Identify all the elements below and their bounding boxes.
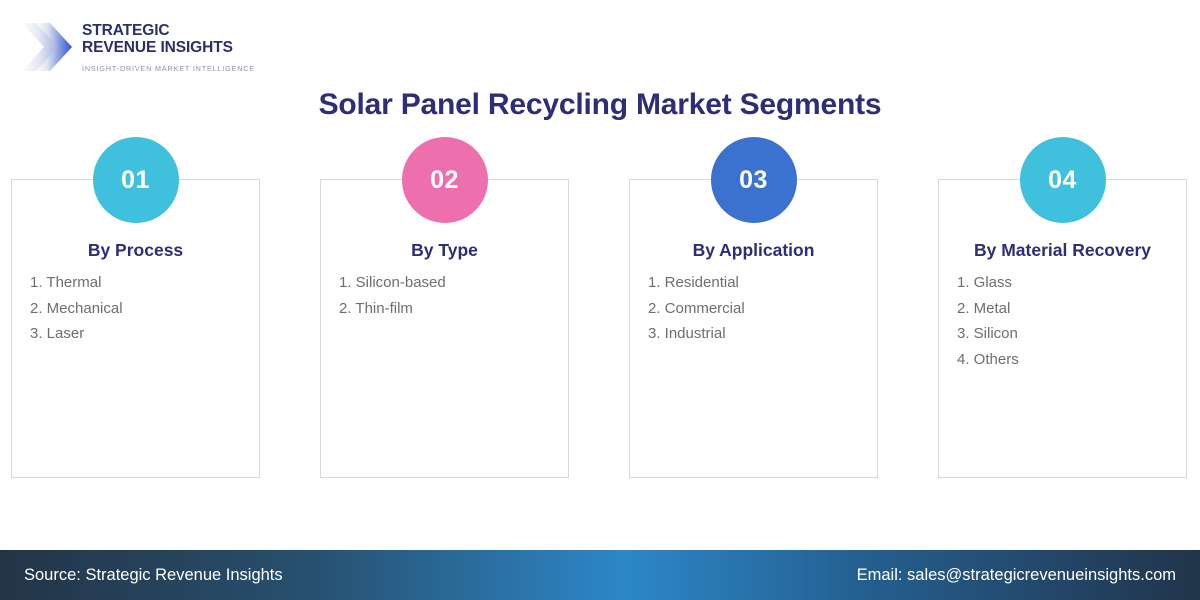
card-heading-4: By Material Recovery (973, 240, 1152, 260)
segment-card-1: 01 By Process 1. Thermal 2. Mechanical 3… (11, 137, 260, 478)
footer-source: Source: Strategic Revenue Insights (24, 565, 283, 584)
page-title: Solar Panel Recycling Market Segments (318, 88, 882, 121)
card-heading-2: By Type (411, 240, 478, 260)
list-item: 2. Mechanical (30, 299, 123, 317)
list-item: 2. Commercial (648, 299, 745, 317)
list-item: 3. Silicon (957, 325, 1018, 342)
brand-logo: STRATEGIC REVENUE INSIGHTS INSIGHT-DRIVE… (20, 18, 255, 76)
list-item: 4. Others (957, 350, 1019, 368)
list-item: 1. Silicon-based (339, 274, 446, 291)
segment-cards: 01 By Process 1. Thermal 2. Mechanical 3… (11, 137, 1190, 479)
segment-card-2: 02 By Type 1. Silicon-based 2. Thin-film (320, 137, 569, 478)
list-item: 2. Metal (957, 299, 1011, 317)
list-item: 3. Laser (30, 325, 85, 342)
brand-name: STRATEGIC REVENUE INSIGHTS (82, 22, 233, 57)
brand-tagline: INSIGHT-DRIVEN MARKET INTELLIGENCE (82, 63, 255, 73)
list-item: 3. Industrial (648, 325, 726, 342)
card-list-2: 1. Silicon-based 2. Thin-film (339, 270, 558, 321)
card-number-badge-1: 01 (92, 137, 179, 223)
card-heading-1: By Process (87, 240, 184, 260)
list-item: 1. Residential (648, 274, 739, 291)
footer-email: Email: sales@strategicrevenueinsights.co… (856, 565, 1176, 584)
card-list-4: 1. Glass 2. Metal 3. Silicon 4. Others (957, 270, 1176, 372)
card-list-1: 1. Thermal 2. Mechanical 3. Laser (30, 270, 249, 347)
card-number-badge-4: 04 (1019, 137, 1106, 223)
list-item: 1. Glass (957, 274, 1013, 291)
list-item: 2. Thin-film (339, 299, 413, 317)
segment-card-4: 04 By Material Recovery 1. Glass 2. Meta… (938, 137, 1187, 478)
card-number-badge-3: 03 (710, 137, 797, 223)
list-item: 1. Thermal (30, 274, 102, 291)
card-list-3: 1. Residential 2. Commercial 3. Industri… (648, 270, 867, 347)
card-number-badge-2: 02 (401, 137, 488, 223)
footer-bar: Source: Strategic Revenue Insights Email… (0, 550, 1200, 600)
double-chevron-icon (22, 23, 72, 71)
segment-card-3: 03 By Application 1. Residential 2. Comm… (629, 137, 878, 478)
card-heading-3: By Application (692, 240, 815, 260)
